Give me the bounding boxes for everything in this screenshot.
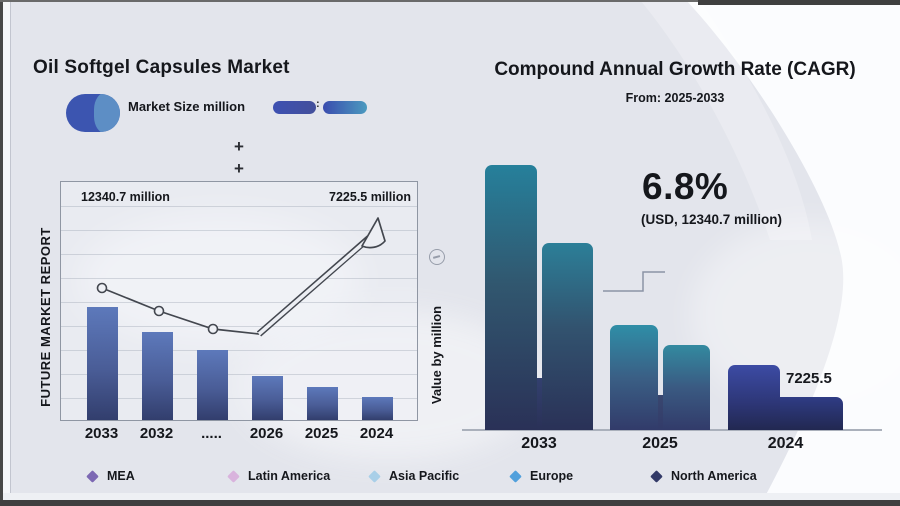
page-title: Oil Softgel Capsules Market [33,57,290,78]
market-size-bar-2026 [252,376,283,420]
x-label-2024: 2024 [359,425,394,442]
plus-mark-icon: + [234,137,244,156]
cagr-bar-primary-2033 [485,165,537,430]
year-label-2025: 2025 [642,435,678,452]
market-size-bar-2033 [87,307,118,420]
legend-diamond-icon [86,469,99,483]
frame-edge [0,0,900,2]
legend-label: Latin America [248,469,331,483]
x-label-2025: 2025 [304,425,339,442]
trend-line-arrow [96,217,386,337]
x-label-2032: 2032 [139,425,174,442]
cagr-bar-secondary-2025 [663,345,710,430]
market-size-bar-2025 [307,387,338,420]
x-axis-labels: 2033 2032..... 2026 2025 2024 [60,425,418,445]
frame-strip [3,2,10,500]
gridline [61,374,417,375]
legend-label: Asia Pacific [389,469,460,483]
region-legend: MEA Latin America Asia Pacific Europe North … [62,466,842,486]
capsule-icon [66,94,120,132]
gridline [61,206,417,207]
value-2024-label: 7225.5 [786,370,832,387]
legend-item-mea: MEA [62,466,203,486]
legend-item-europe: Europe [485,466,626,486]
annotation-start-value: 12340.7 million [81,190,170,204]
legend-item-north-america: North America [626,466,767,486]
pill-gradient-icon [323,101,367,114]
year-label-2024: 2024 [767,435,804,452]
market-size-label: Market Size million [128,99,246,114]
cagr-subtitle: From: 2025-2033 [625,91,725,105]
pill-icon [273,101,316,114]
cagr-usd-note: (USD, 12340.7 million) [641,212,783,227]
cagr-bar-secondary-2033 [542,243,593,430]
frame-line [10,2,11,493]
cloud-shape [690,220,900,410]
y-axis-label: Value by million [429,305,444,405]
market-size-bar-..... [197,350,228,420]
plus-mark-icon: + [234,159,244,178]
cagr-group-2024 [728,365,843,430]
cagr-bar-secondary-2024 [780,397,843,430]
cagr-title: Compound Annual Growth Rate (CAGR) [494,59,856,80]
legend-diamond-icon [650,469,663,483]
gridline [61,278,417,279]
x-label-.....: ..... [201,425,222,442]
legend-label: Europe [530,469,574,483]
frame-strip [3,493,900,500]
market-size-bar-2032 [142,332,173,420]
frame-edge [0,500,900,506]
x-label-2033: 2033 [84,425,119,442]
gridline [61,350,417,351]
gridline [61,326,417,327]
legend-label: North America [671,469,757,483]
legend-diamond-icon [368,469,381,483]
capsule-icon-half [94,94,120,132]
legend-item-latin-america: Latin America [203,466,344,486]
gridline [61,230,417,231]
cagr-group-2033 [485,165,593,430]
cagr-group-2025 [610,325,710,430]
watermark-vertical: FUTURE MARKET REPORT [38,227,53,407]
frame-edge [698,0,900,5]
cagr-bar-primary-2025 [610,325,658,430]
gridline [61,254,417,255]
legend-item-asia-pacific: Asia Pacific [344,466,485,486]
cagr-bar-primary-2024 [728,365,780,430]
market-size-bar-2024 [362,397,393,420]
bar-merge-fill [537,378,542,430]
market-size-chart-panel: 12340.7 million 7225.5 million [60,181,418,421]
legend-diamond-icon [509,469,522,483]
cagr-value: 6.8% [642,166,729,207]
bar-merge-fill [658,395,663,430]
gridline [61,398,417,399]
minus-circle-icon [429,249,445,265]
annotation-end-value: 7225.5 million [329,190,411,204]
year-label-2033: 2033 [521,435,557,452]
legend-diamond-icon [227,469,240,483]
pill-separator: : [316,98,320,110]
legend-label: MEA [107,469,135,483]
gridline [61,302,417,303]
frame-edge [0,0,3,506]
x-label-2026: 2026 [249,425,284,442]
